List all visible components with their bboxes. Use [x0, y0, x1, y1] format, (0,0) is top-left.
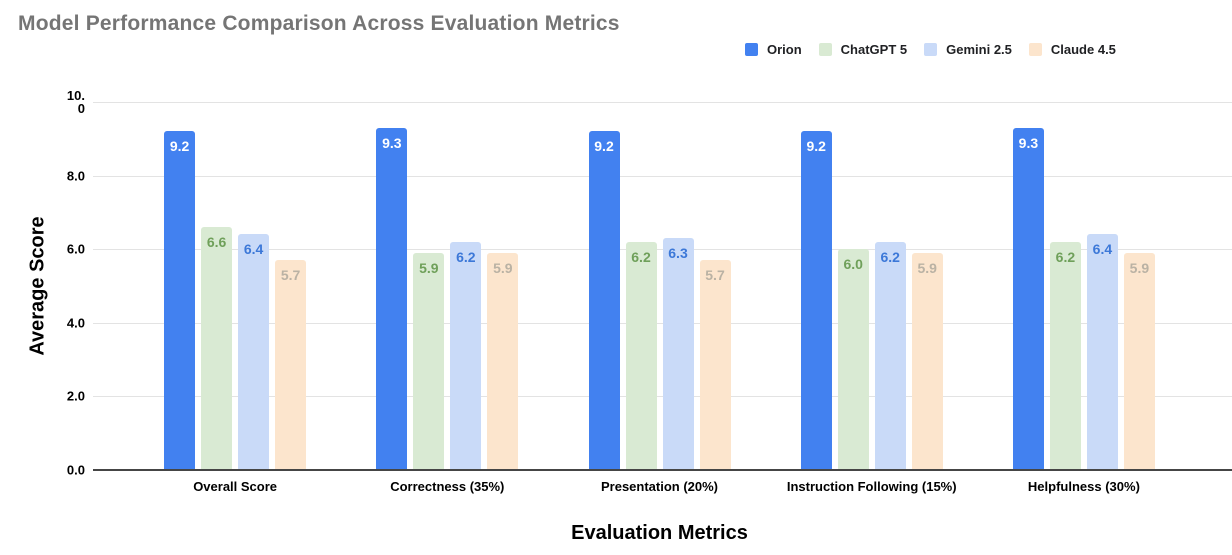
bar-value-label: 5.7 [280, 267, 301, 284]
y-tick-label: 2.0 [66, 388, 85, 404]
bar-group: 9.2 6.6 6.4 5.7 [129, 102, 341, 470]
bar-value-label: 6.2 [1055, 248, 1076, 265]
bar-gemini-2-5: 6.3 [662, 238, 694, 470]
bar-chatgpt-5: 6.6 [201, 227, 233, 470]
legend-swatch [924, 43, 938, 56]
bar-value-label: 6.4 [1092, 241, 1113, 258]
y-tick-label: 6.0 [66, 241, 85, 257]
bar-claude-4-5: 5.7 [275, 260, 307, 470]
bar-value-label: 5.9 [493, 259, 513, 276]
bar-claude-4-5: 5.9 [911, 252, 943, 470]
y-tick-label: 0.0 [66, 462, 85, 478]
bar-value-label: 6.2 [880, 248, 900, 265]
x-axis-title: Evaluation Metrics [571, 522, 748, 544]
y-tick-label: 10. 0 [66, 88, 85, 116]
bar-group: 9.2 6.0 6.2 5.9 [766, 102, 978, 470]
bar-chatgpt-5: 6.2 [625, 241, 657, 470]
bar-orion: 9.3 [1012, 127, 1044, 470]
y-tick-label: 8.0 [66, 168, 85, 184]
x-category-label: Overall Score [193, 479, 278, 494]
legend-label: Claude 4.5 [1050, 42, 1116, 57]
bar-claude-4-5: 5.7 [699, 260, 731, 470]
bar-group: 9.2 6.2 6.3 5.7 [553, 102, 765, 470]
x-category-label: Helpfulness (30%) [1027, 479, 1140, 494]
x-category-label: Presentation (20%) [600, 479, 719, 494]
bar-value-label: 9.3 [382, 134, 402, 151]
bar-value-label: 9.2 [806, 138, 826, 155]
bar-gemini-2-5: 6.2 [874, 241, 906, 470]
y-tick-label: 4.0 [66, 315, 85, 331]
bar-value-label: 6.2 [631, 248, 651, 265]
bar-value-label: 5.9 [1129, 259, 1150, 276]
gridline [93, 102, 1232, 103]
bar-gemini-2-5: 6.4 [1086, 234, 1118, 470]
bar-value-label: 5.9 [419, 259, 439, 276]
legend-swatch [745, 43, 758, 56]
legend-item: Gemini 2.5 [924, 42, 1012, 57]
chart-title: Model Performance Comparison Across Eval… [18, 12, 620, 35]
bar-value-label: 5.9 [917, 259, 937, 276]
x-axis-category-labels: Overall Score Correctness (35%) Presentati… [129, 479, 1190, 494]
bar-orion: 9.2 [800, 131, 832, 470]
bar-gemini-2-5: 6.2 [450, 241, 482, 470]
legend-item: Orion [745, 42, 802, 57]
bar-chatgpt-5: 5.9 [413, 252, 445, 470]
y-axis-tick-labels: 0.0 2.0 4.0 6.0 8.0 10. 0 [0, 89, 85, 477]
bar-value-label: 9.2 [594, 138, 614, 155]
legend-swatch [818, 43, 832, 56]
bar-value-label: 6.0 [843, 256, 863, 273]
bar-group: 9.3 6.2 6.4 5.9 [978, 102, 1190, 470]
legend-label: Gemini 2.5 [946, 42, 1012, 57]
bar-value-label: 6.4 [243, 241, 264, 258]
bar-orion: 9.2 [164, 131, 196, 470]
bar-value-label: 5.7 [705, 267, 725, 284]
plot-area: 9.2 6.6 6.4 5.7 9.3 5.9 6.2 5.9 9.2 6.2 6.3 5.7 9.2 6… [93, 102, 1232, 471]
legend-label: ChatGPT 5 [840, 42, 908, 57]
bar-orion: 9.2 [588, 131, 620, 470]
bar-chatgpt-5: 6.0 [837, 249, 869, 470]
bar-chatgpt-5: 6.2 [1049, 241, 1081, 470]
bar-value-label: 9.3 [1018, 134, 1039, 151]
bar-value-label: 6.6 [206, 234, 227, 251]
bar-claude-4-5: 5.9 [487, 252, 519, 470]
bar-gemini-2-5: 6.4 [238, 234, 270, 470]
bar-groups: 9.2 6.6 6.4 5.7 9.3 5.9 6.2 5.9 9.2 6.2 6.3 5.7 9.2 6… [129, 102, 1190, 470]
gridline [93, 175, 1232, 177]
bar-group: 9.3 5.9 6.2 5.9 [341, 102, 553, 470]
bar-claude-4-5: 5.9 [1123, 252, 1155, 470]
legend-swatch [1028, 43, 1042, 56]
bar-value-label: 9.2 [169, 138, 190, 155]
bar-value-label: 6.3 [668, 245, 688, 262]
legend-label: Orion [767, 42, 802, 57]
bar-orion: 9.3 [376, 127, 408, 470]
legend-item: ChatGPT 5 [818, 42, 908, 57]
x-category-label: Correctness (35%) [390, 479, 505, 494]
legend-item: Claude 4.5 [1028, 42, 1116, 57]
x-category-label: Instruction Following (15%) [786, 479, 957, 494]
x-axis-line [93, 469, 1232, 471]
legend: Orion ChatGPT 5 Gemini 2.5 Claude 4.5 [745, 42, 1116, 57]
bar-value-label: 6.2 [456, 248, 476, 265]
